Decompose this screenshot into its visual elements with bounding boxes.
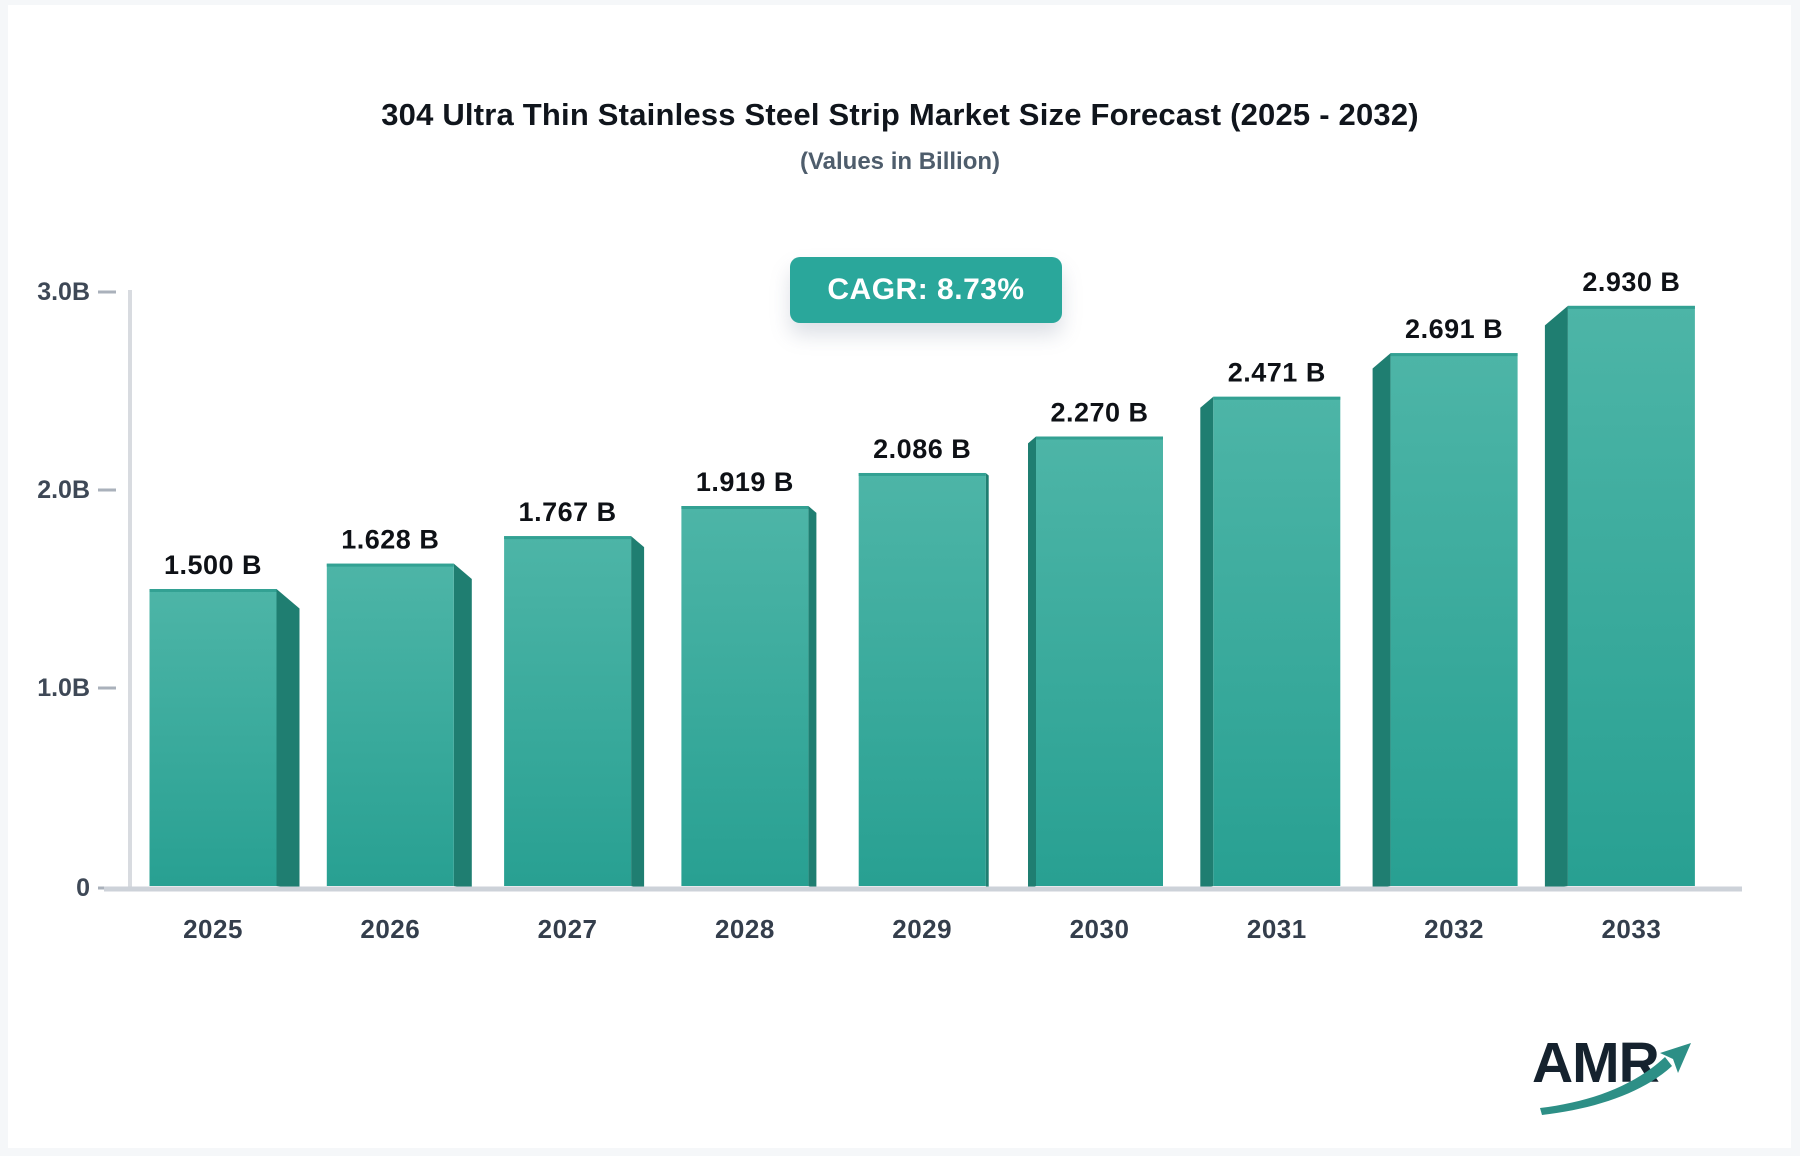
x-tick-label-2027: 2027	[538, 914, 598, 944]
y-tick-label: 1.0B	[37, 674, 90, 702]
bar-value-label: 2.086 B	[873, 434, 971, 464]
x-tick-label-2030: 2030	[1070, 914, 1130, 944]
bar-2028	[681, 506, 809, 886]
bar-side-2026	[453, 563, 472, 889]
y-tick-label: 0	[76, 874, 90, 902]
bar-2033	[1567, 305, 1695, 886]
bar-value-label: 2.930 B	[1582, 267, 1680, 297]
bar-side-2030	[1028, 436, 1036, 889]
bar-2030	[1036, 436, 1163, 886]
bar-side-2033	[1544, 305, 1568, 889]
growth-arrow-icon	[1540, 1043, 1691, 1115]
x-tick-label-2033: 2033	[1601, 914, 1661, 944]
bar-value-label: 2.270 B	[1050, 398, 1148, 428]
cagr-badge: CAGR: 8.73%	[790, 257, 1062, 323]
bar-2031	[1213, 396, 1341, 886]
y-tick-label: 2.0B	[37, 476, 90, 504]
x-tick-label-2032: 2032	[1424, 914, 1484, 944]
x-tick-label-2031: 2031	[1247, 914, 1307, 944]
bar-2029	[858, 472, 986, 886]
bar-value-label: 1.919 B	[696, 467, 794, 497]
bar-value-label: 2.471 B	[1228, 358, 1326, 388]
bar-side-2027	[631, 536, 645, 889]
x-tick-label-2026: 2026	[360, 914, 420, 944]
amr-logo: AMR	[1532, 1030, 1712, 1120]
bar-2026	[326, 563, 454, 886]
bar-value-label: 2.691 B	[1405, 314, 1503, 344]
bar-value-label: 1.500 B	[164, 550, 262, 580]
bar-2027	[504, 536, 632, 886]
bar-value-label: 1.767 B	[519, 497, 617, 527]
bar-side-2028	[808, 506, 817, 889]
y-tick-label: 3.0B	[37, 278, 90, 306]
x-tick-label-2025: 2025	[183, 914, 243, 944]
cagr-badge-label: CAGR: 8.73%	[827, 273, 1025, 306]
bar-side-2029	[985, 472, 989, 889]
chart-title: 304 Ultra Thin Stainless Steel Strip Mar…	[381, 97, 1419, 132]
bar-side-2025	[276, 589, 300, 889]
x-tick-label-2029: 2029	[892, 914, 952, 944]
bar-value-label: 1.628 B	[341, 525, 439, 555]
chart-subtitle: (Values in Billion)	[799, 148, 1001, 175]
bar-2032	[1390, 353, 1518, 886]
bar-side-2031	[1200, 396, 1214, 889]
bar-side-2032	[1372, 353, 1391, 889]
x-tick-label-2028: 2028	[715, 914, 775, 944]
bar-2025	[149, 589, 277, 886]
